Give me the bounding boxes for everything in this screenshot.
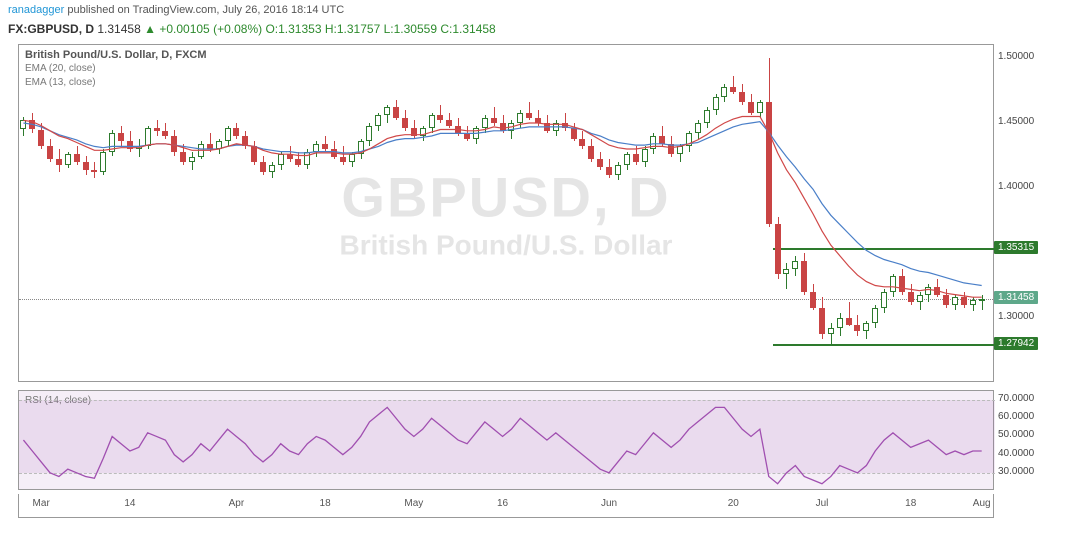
time-tick: 20 [728, 498, 739, 509]
up-arrow-icon: ▲ [144, 22, 156, 36]
time-tick: Mar [33, 498, 50, 509]
rsi-chart[interactable]: RSI (14, close) [18, 390, 994, 490]
price-flag: 1.31458 [994, 291, 1038, 304]
price-axis: 1.500001.450001.400001.350001.300001.353… [994, 44, 1054, 382]
rsi-axis: 70.000060.000050.000040.000030.0000 [994, 390, 1054, 490]
symbol-row: FX:GBPUSD, D 1.31458 ▲ +0.00105 (+0.08%)… [0, 20, 1069, 38]
price-flag: 1.27942 [994, 337, 1038, 350]
author-link[interactable]: ranadagger [8, 4, 64, 16]
time-tick: 18 [905, 498, 916, 509]
time-tick: Jun [601, 498, 617, 509]
time-tick: 16 [497, 498, 508, 509]
publish-info: ranadagger published on TradingView.com,… [0, 0, 1069, 20]
time-axis: Mar 14 Apr 18 May 16 Jun 20 Jul 18 Aug [18, 494, 994, 518]
time-tick: May [404, 498, 423, 509]
price-flag: 1.35315 [994, 241, 1038, 254]
price-chart[interactable]: GBPUSD, D British Pound/U.S. Dollar Brit… [18, 44, 994, 382]
chart-container: ranadagger published on TradingView.com,… [0, 0, 1069, 537]
time-tick: Aug [973, 498, 991, 509]
time-tick: Jul [816, 498, 829, 509]
time-tick: 18 [320, 498, 331, 509]
time-tick: 14 [124, 498, 135, 509]
time-tick: Apr [229, 498, 245, 509]
